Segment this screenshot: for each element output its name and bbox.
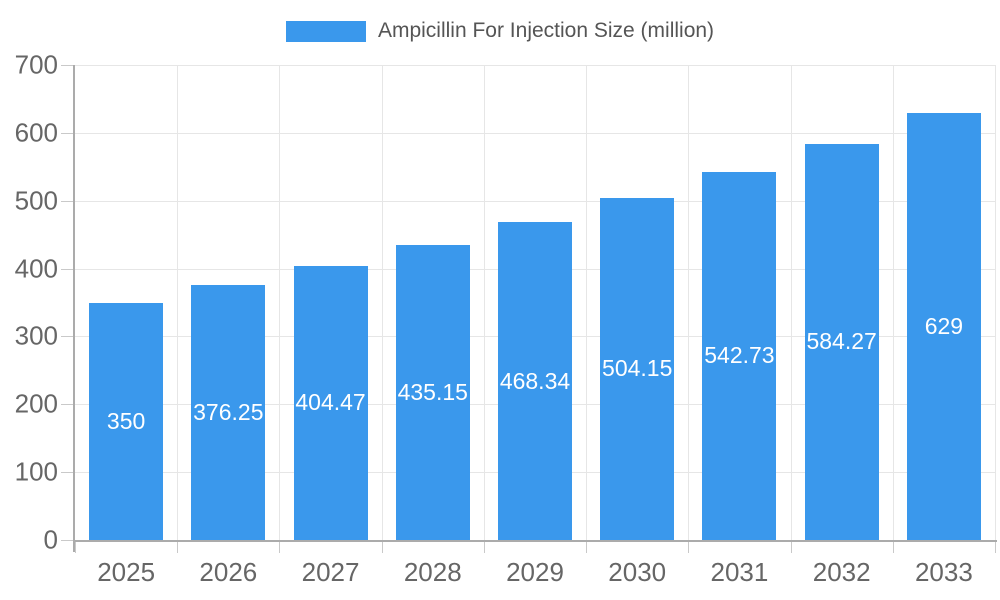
- y-axis-tick-label: 100: [14, 456, 58, 487]
- gridline-horizontal: [75, 65, 995, 66]
- bar-2025: 350: [89, 302, 164, 540]
- bar-value-label: 542.73: [704, 342, 775, 369]
- bar-value-label: 435.15: [397, 378, 468, 405]
- y-axis-tick-label: 400: [14, 253, 58, 284]
- y-axis-tick-mark: [61, 336, 73, 338]
- gridline-vertical: [995, 65, 996, 540]
- y-axis-tick-mark: [61, 132, 73, 134]
- y-axis-tick-label: 600: [14, 117, 58, 148]
- y-axis-tick-mark: [61, 200, 73, 202]
- y-axis-tick-mark: [61, 540, 73, 541]
- gridline-vertical: [586, 65, 587, 540]
- gridline-vertical: [893, 65, 894, 540]
- y-axis-tick-mark: [61, 268, 73, 270]
- x-axis-tick-mark: [791, 542, 792, 553]
- x-axis-line: [73, 540, 997, 542]
- x-axis-tick-label: 2032: [812, 557, 871, 587]
- gridline-vertical: [279, 65, 280, 540]
- bar-2029: 468.34: [498, 222, 572, 540]
- bar-value-label: 629: [924, 313, 964, 340]
- bar-value-label: 584.27: [806, 328, 877, 355]
- x-axis-tick-mark: [688, 542, 689, 553]
- gridline-horizontal: [75, 200, 995, 202]
- x-axis-tick-label: 2026: [199, 557, 258, 587]
- x-axis-tick-label: 2029: [506, 557, 564, 587]
- x-axis-tick-mark: [382, 542, 383, 553]
- x-axis-tick-mark: [586, 542, 587, 553]
- y-axis-tick-label: 700: [14, 49, 58, 80]
- x-axis-tick-label: 2033: [914, 557, 973, 587]
- gridline-vertical: [484, 65, 485, 540]
- gridline-vertical: [177, 65, 178, 540]
- y-axis-tick-mark: [61, 472, 73, 474]
- gridline-vertical: [791, 65, 792, 540]
- x-axis-tick-label: 2025: [97, 557, 156, 587]
- x-axis-tick-mark: [995, 542, 996, 553]
- y-axis-tick-label: 0: [43, 524, 58, 555]
- bar-2030: 504.15: [600, 197, 675, 540]
- bar-2033: 629: [906, 113, 981, 540]
- y-axis-tick-label: 300: [14, 320, 58, 351]
- bar-value-label: 404.47: [295, 389, 366, 416]
- x-axis-tick-mark: [279, 542, 280, 553]
- bar-value-label: 504.15: [602, 355, 673, 382]
- x-axis-tick-label: 2030: [608, 557, 667, 587]
- bar-2026: 376.25: [191, 284, 266, 540]
- y-axis-line: [73, 65, 75, 552]
- y-axis-tick-mark: [61, 404, 73, 406]
- y-axis-tick-label: 500: [14, 185, 58, 216]
- x-axis-tick-label: 2028: [403, 557, 462, 587]
- x-axis-tick-mark: [75, 542, 76, 553]
- legend-swatch-icon: [285, 20, 366, 42]
- bar-2032: 584.27: [804, 143, 879, 540]
- bar-value-label: 350: [106, 407, 146, 434]
- x-axis-tick-label: 2031: [710, 557, 769, 587]
- legend-label: Ampicillin For Injection Size (million): [377, 19, 715, 42]
- x-axis-tick-mark: [177, 542, 178, 553]
- y-axis-tick-label: 200: [14, 388, 58, 419]
- bar-2028: 435.15: [395, 244, 470, 540]
- x-axis-tick-label: 2027: [301, 557, 360, 587]
- chart-legend-item[interactable]: Ampicillin For Injection Size (million): [0, 14, 1000, 48]
- gridline-vertical: [688, 65, 689, 540]
- bar-2027: 404.47: [293, 265, 368, 540]
- y-axis-tick-mark: [61, 65, 73, 66]
- x-axis-tick-mark: [484, 542, 485, 553]
- x-axis-tick-mark: [893, 542, 894, 553]
- gridline-vertical: [382, 65, 383, 540]
- gridline-horizontal: [75, 132, 995, 134]
- bar-value-label: 468.34: [499, 367, 571, 394]
- bar-value-label: 376.25: [193, 398, 264, 425]
- plot-area: 350 376.25 404.47 435.15 468.34 504.15 542.73 5…: [75, 65, 996, 540]
- bar-2031: 542.73: [702, 171, 777, 540]
